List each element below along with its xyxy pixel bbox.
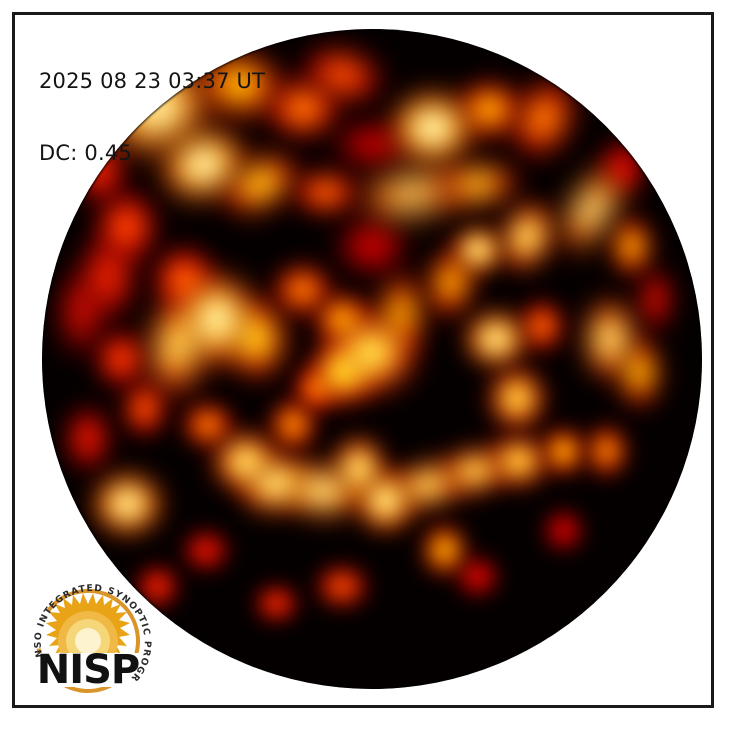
intensity-blob bbox=[358, 473, 412, 529]
intensity-blob bbox=[98, 332, 145, 386]
intensity-blob bbox=[587, 428, 625, 475]
intensity-blob bbox=[339, 220, 405, 274]
intensity-blob bbox=[156, 250, 212, 310]
intensity-blob bbox=[424, 527, 465, 574]
intensity-blob bbox=[296, 367, 336, 410]
intensity-blob bbox=[468, 314, 524, 365]
intensity-blob bbox=[124, 383, 165, 434]
intensity-blob bbox=[359, 166, 464, 222]
intensity-blob bbox=[459, 84, 520, 135]
intensity-blob bbox=[271, 401, 314, 449]
intensity-blob bbox=[82, 238, 134, 315]
intensity-blob bbox=[185, 405, 232, 445]
timestamp-label: 2025 08 23 03:37 UT bbox=[39, 69, 266, 93]
intensity-blob bbox=[312, 342, 372, 402]
intensity-blob bbox=[237, 451, 315, 518]
intensity-blob bbox=[544, 510, 582, 551]
intensity-blob bbox=[439, 162, 516, 206]
intensity-blob bbox=[63, 273, 101, 353]
intensity-blob bbox=[454, 228, 501, 272]
intensity-blob bbox=[276, 266, 330, 313]
intensity-blob bbox=[215, 434, 275, 488]
intensity-blob bbox=[504, 74, 583, 163]
intensity-blob bbox=[522, 302, 563, 350]
intensity-blob bbox=[553, 161, 631, 256]
intensity-blob bbox=[424, 248, 478, 318]
intensity-blob bbox=[543, 430, 584, 473]
intensity-blob bbox=[180, 278, 254, 361]
intensity-blob bbox=[492, 438, 545, 485]
intensity-blob bbox=[603, 141, 643, 194]
plot-frame: 2025 08 23 03:37 UT DC: 0.45 bbox=[12, 12, 714, 708]
intensity-blob bbox=[317, 296, 368, 343]
intensity-blob bbox=[332, 316, 412, 389]
intensity-blob bbox=[641, 269, 671, 330]
intensity-blob bbox=[256, 586, 297, 620]
intensity-blob bbox=[301, 43, 384, 107]
intensity-blob bbox=[68, 408, 108, 468]
intensity-blob bbox=[96, 476, 160, 532]
intensity-blob bbox=[586, 302, 633, 376]
intensity-blob bbox=[612, 220, 650, 274]
intensity-blob bbox=[441, 446, 507, 496]
intensity-blob bbox=[284, 464, 361, 518]
nisp-logo: NSO INTEGRATED SYNOPTIC PROGRAM NISP bbox=[28, 579, 156, 697]
intensity-blob bbox=[494, 199, 560, 275]
duty-cycle-label: DC: 0.45 bbox=[39, 141, 132, 165]
intensity-blob bbox=[228, 302, 285, 376]
intensity-blob bbox=[269, 81, 336, 135]
annotation-block: 2025 08 23 03:37 UT DC: 0.45 bbox=[39, 21, 265, 213]
intensity-blob bbox=[319, 568, 366, 606]
logo-acronym: NISP bbox=[37, 647, 139, 693]
intensity-blob bbox=[492, 370, 543, 427]
intensity-blob bbox=[184, 531, 227, 569]
intensity-blob bbox=[391, 458, 465, 511]
intensity-blob bbox=[335, 440, 382, 496]
intensity-blob bbox=[394, 95, 471, 161]
intensity-blob bbox=[144, 296, 210, 396]
intensity-blob bbox=[620, 340, 658, 404]
intensity-blob bbox=[457, 558, 498, 596]
intensity-blob bbox=[335, 124, 409, 165]
intensity-blob bbox=[296, 172, 356, 213]
intensity-blob bbox=[381, 276, 422, 350]
